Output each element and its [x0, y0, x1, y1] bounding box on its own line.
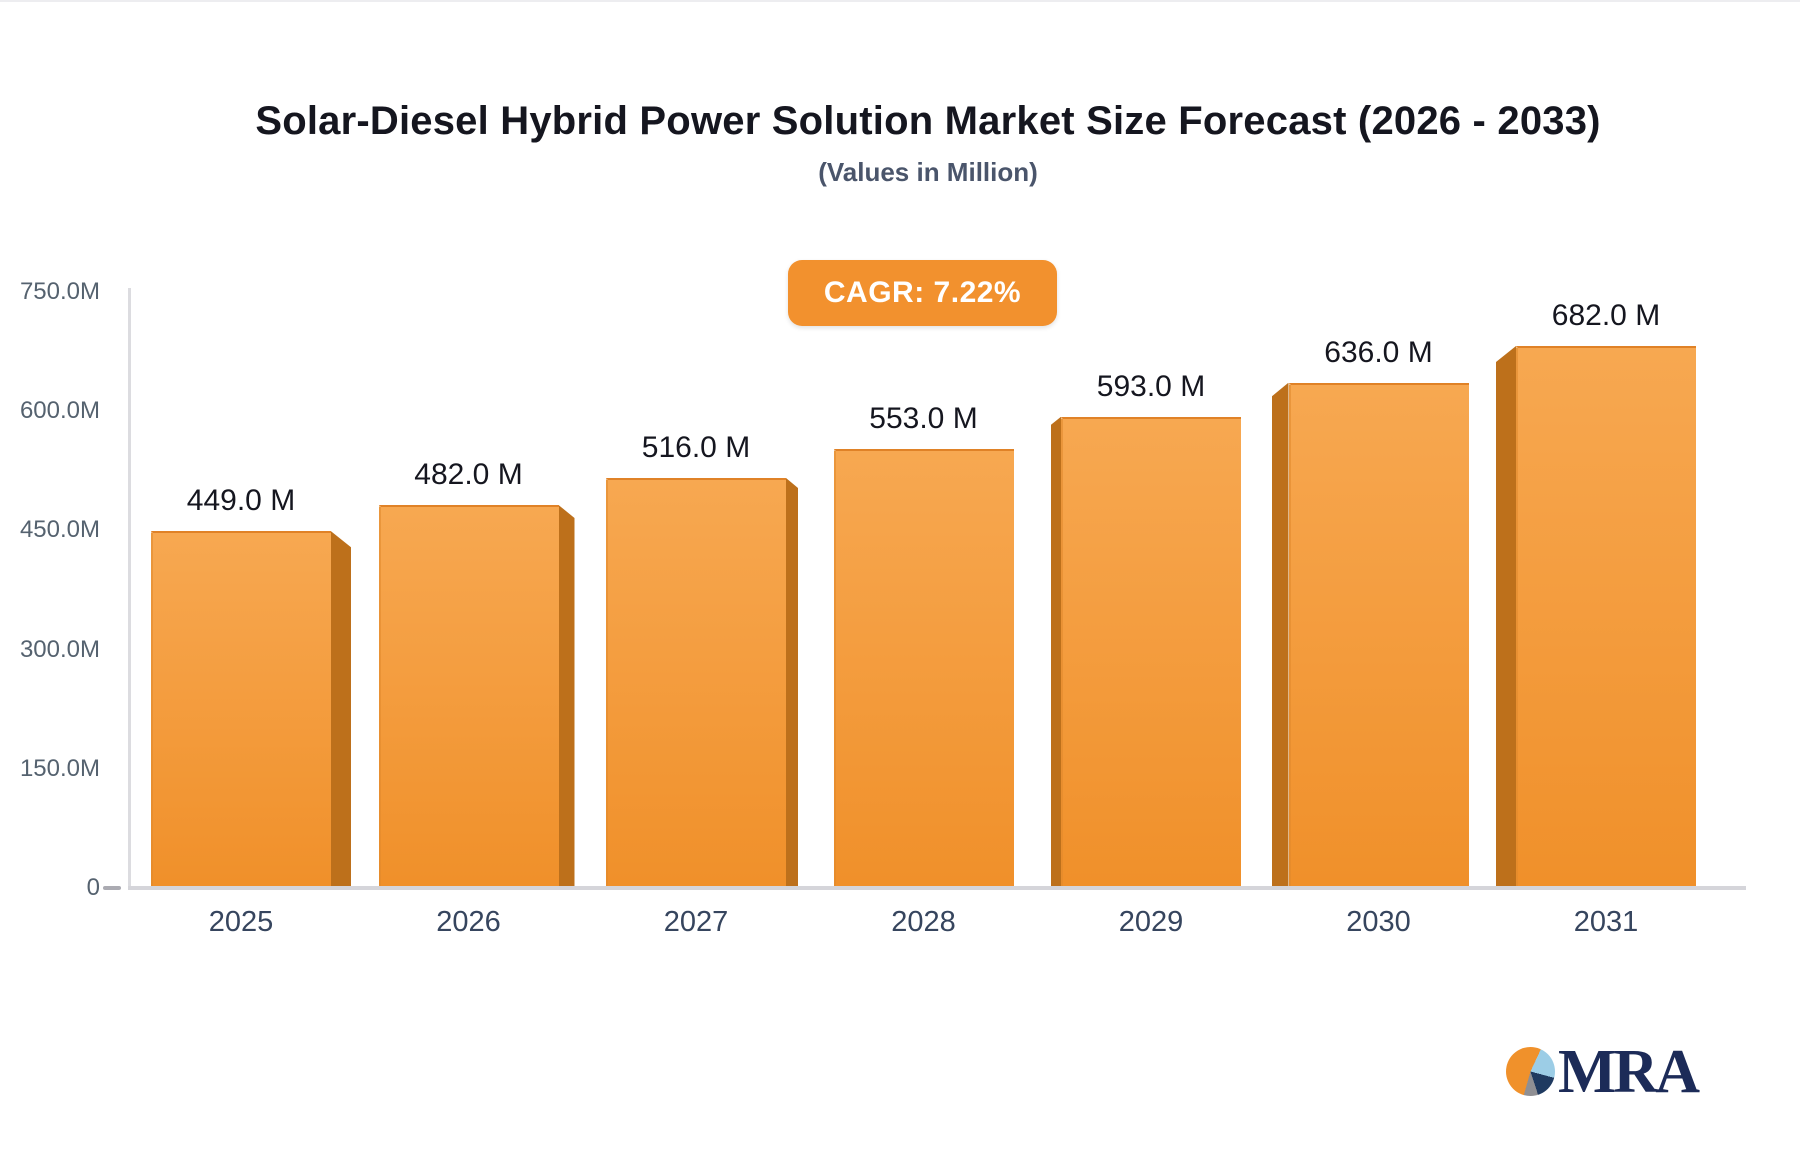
bar [1288, 382, 1469, 886]
bar [1516, 346, 1696, 886]
y-axis-tick-label: 300.0M [19, 635, 100, 663]
bar-value-label: 636.0 M [1324, 335, 1433, 369]
y-axis-line [128, 288, 131, 890]
cagr-badge-label: CAGR: 7.22% [823, 276, 1022, 309]
x-axis-category-label: 2031 [1573, 906, 1639, 938]
bar [1061, 416, 1241, 886]
bar-value-label: 516.0 M [641, 430, 751, 464]
bar-3d-side [786, 477, 798, 886]
x-axis-category-label: 2030 [1346, 906, 1411, 938]
bar-value-label: 482.0 M [414, 457, 523, 491]
logo-pie-icon [1506, 1047, 1555, 1096]
bar [833, 448, 1014, 886]
bar-value-label: 553.0 M [869, 401, 978, 435]
cagr-badge: CAGR: 7.22% [788, 260, 1057, 326]
bar-3d-side [1271, 382, 1289, 886]
bar [151, 531, 331, 886]
bar-value-label: 682.0 M [1551, 299, 1661, 333]
y-axis-tick-label: 450.0M [19, 516, 100, 544]
bar [378, 504, 559, 886]
brand-logo: MRA [1506, 1038, 1756, 1118]
x-axis-category-label: 2029 [1118, 906, 1184, 938]
y-axis-tick-label: 0 [86, 874, 100, 901]
x-axis-category-label: 2025 [208, 906, 274, 938]
x-axis-category-label: 2028 [891, 906, 956, 938]
x-axis-category-label: 2026 [436, 906, 501, 938]
logo-text: MRA [1558, 1038, 1700, 1106]
zero-tick-mark [103, 886, 121, 890]
bar-value-label: 449.0 M [186, 484, 296, 518]
y-axis-tick-label: 150.0M [19, 754, 100, 782]
bar-3d-side [1051, 416, 1061, 886]
bar-value-label: 593.0 M [1096, 369, 1206, 403]
chart-subtitle: (Values in Million) [818, 157, 1038, 187]
chart-title: Solar-Diesel Hybrid Power Solution Marke… [255, 99, 1601, 143]
x-axis-baseline [128, 886, 1746, 890]
bar-3d-side [331, 531, 351, 886]
bar-3d-side [558, 504, 575, 886]
x-axis-category-label: 2027 [663, 906, 729, 938]
bar [606, 477, 786, 886]
y-axis-tick-label: 750.0M [19, 278, 100, 305]
bar-3d-side [1496, 346, 1516, 886]
y-axis-tick-label: 600.0M [19, 397, 100, 425]
